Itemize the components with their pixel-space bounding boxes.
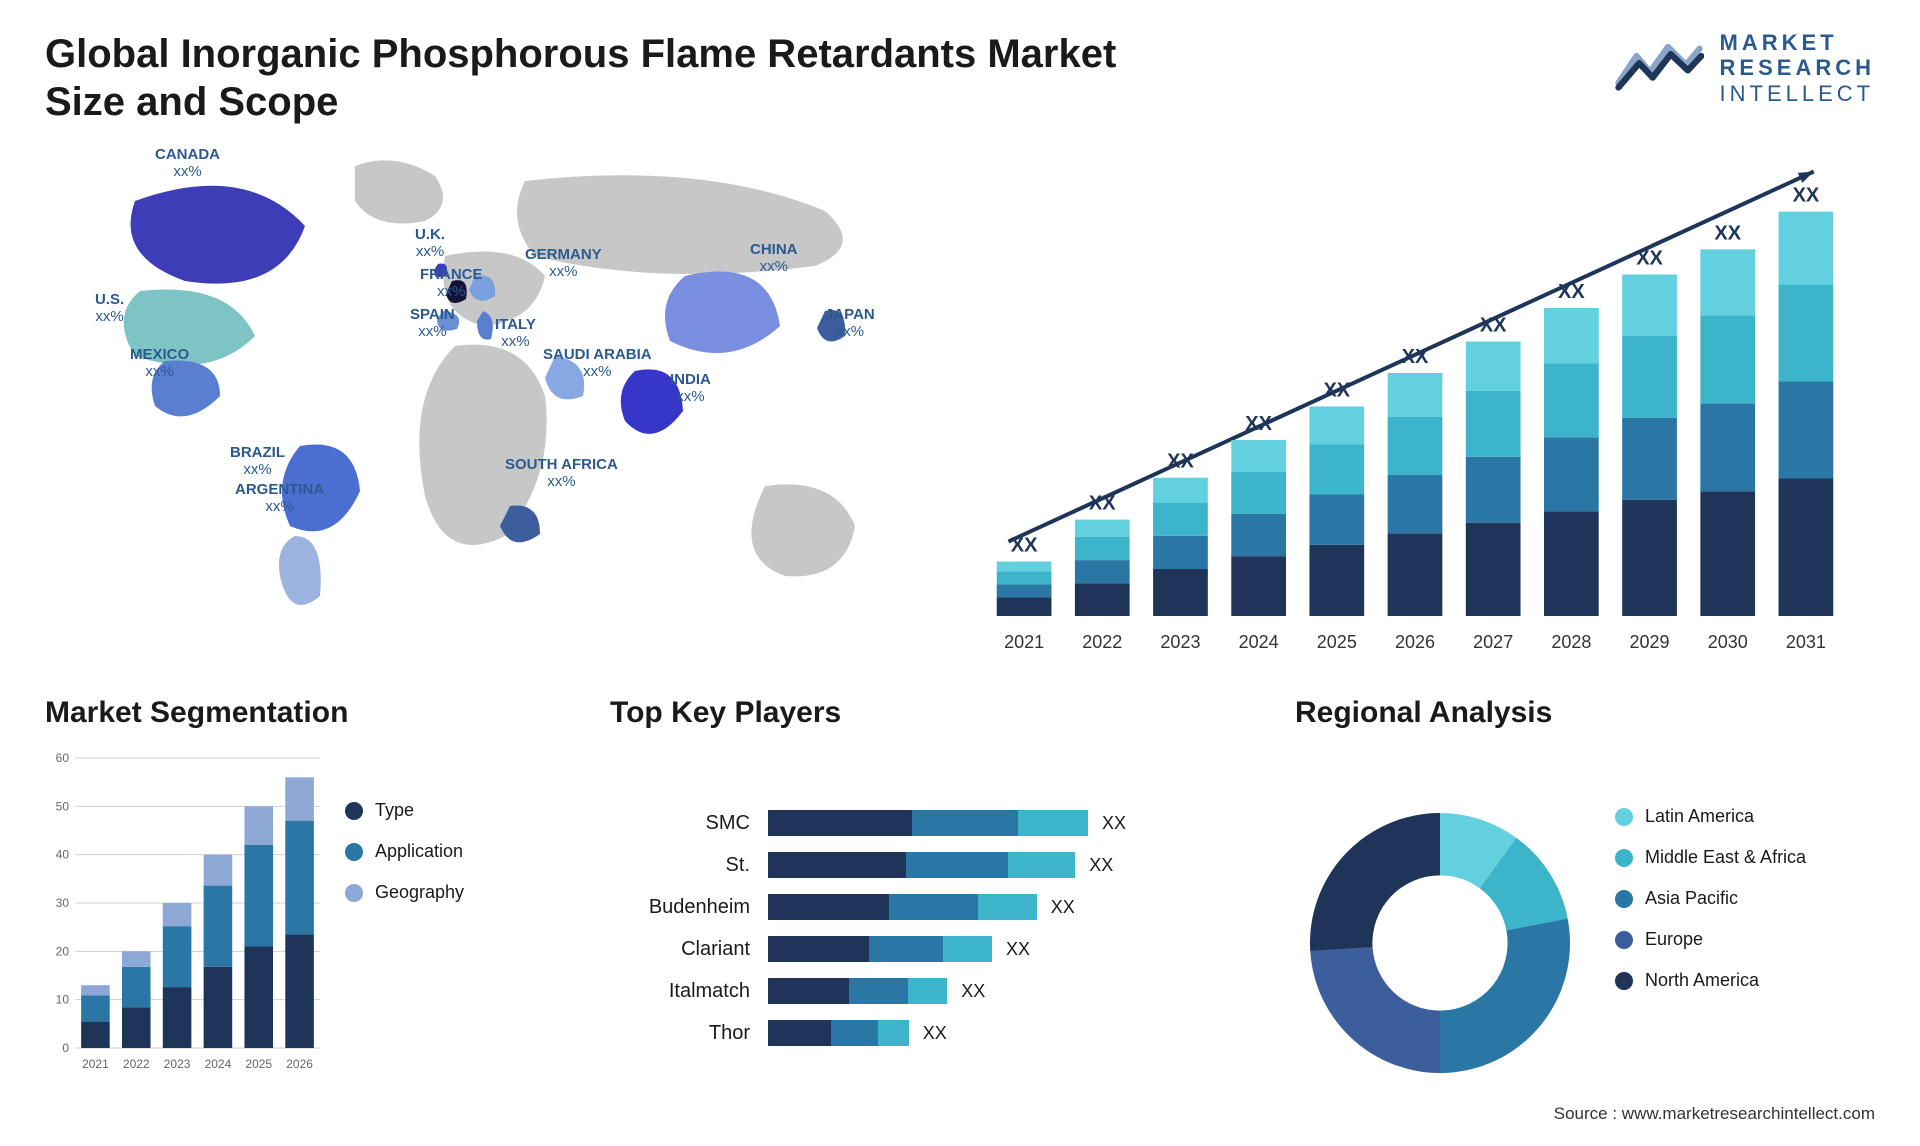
legend-item: Latin America <box>1615 806 1806 827</box>
map-label: SOUTH AFRICAxx% <box>505 456 618 491</box>
segmentation-panel: Market Segmentation 0 10 20 30 40 50 60 2021 202… <box>45 696 565 1088</box>
svg-text:XX: XX <box>1089 493 1116 515</box>
svg-text:2028: 2028 <box>1551 632 1591 652</box>
svg-text:XX: XX <box>1636 247 1663 269</box>
player-row: XX <box>768 1012 1250 1054</box>
map-label: FRANCExx% <box>420 266 483 301</box>
svg-text:XX: XX <box>1558 281 1585 303</box>
players-title: Top Key Players <box>610 696 1250 730</box>
map-label: INDIAxx% <box>670 371 711 406</box>
player-value: XX <box>1051 897 1075 918</box>
brand-logo: MARKET RESEARCH INTELLECT <box>1614 30 1875 106</box>
legend-item: Europe <box>1615 929 1806 950</box>
legend-item: Asia Pacific <box>1615 888 1806 909</box>
svg-text:2024: 2024 <box>205 1057 232 1071</box>
player-row: XX <box>768 802 1250 844</box>
map-label: BRAZILxx% <box>230 444 285 479</box>
player-row: XX <box>768 928 1250 970</box>
players-labels: SMCSt.BudenheimClariantItalmatchThor <box>610 748 750 1054</box>
player-row: XX <box>768 844 1250 886</box>
map-label: MEXICOxx% <box>130 346 189 381</box>
svg-text:10: 10 <box>56 993 70 1007</box>
svg-text:2022: 2022 <box>1082 632 1122 652</box>
regional-panel: Regional Analysis Latin America Middle Ea… <box>1295 696 1875 1088</box>
svg-text:2025: 2025 <box>1317 632 1357 652</box>
map-label: ARGENTINAxx% <box>235 481 324 516</box>
svg-text:2021: 2021 <box>82 1057 109 1071</box>
map-label: SPAINxx% <box>410 306 455 341</box>
players-bars: XX XX XX XX XX XX <box>768 748 1250 1054</box>
player-name: Budenheim <box>610 886 750 928</box>
svg-text:0: 0 <box>62 1041 69 1055</box>
map-label: CANADAxx% <box>155 146 220 181</box>
svg-text:2021: 2021 <box>1004 632 1044 652</box>
svg-text:XX: XX <box>1245 413 1272 435</box>
svg-text:20: 20 <box>56 944 70 958</box>
svg-text:2025: 2025 <box>245 1057 272 1071</box>
map-label: U.K.xx% <box>415 226 445 261</box>
svg-text:2026: 2026 <box>1395 632 1435 652</box>
svg-text:XX: XX <box>1167 451 1194 473</box>
legend-item: Geography <box>345 882 464 903</box>
player-name: Italmatch <box>610 970 750 1012</box>
legend-item: Middle East & Africa <box>1615 847 1806 868</box>
world-map-panel: CANADAxx% U.S.xx%MEXICOxx% BRAZILxx%ARGENT… <box>45 146 915 666</box>
svg-text:2024: 2024 <box>1239 632 1279 652</box>
svg-text:2031: 2031 <box>1786 632 1826 652</box>
svg-text:2026: 2026 <box>286 1057 313 1071</box>
svg-text:2029: 2029 <box>1630 632 1670 652</box>
page-title: Global Inorganic Phosphorous Flame Retar… <box>45 30 1145 126</box>
svg-text:XX: XX <box>1011 535 1038 557</box>
svg-text:60: 60 <box>56 751 70 765</box>
legend-item: North America <box>1615 970 1806 991</box>
map-label: GERMANYxx% <box>525 246 602 281</box>
map-label: CHINAxx% <box>750 241 798 276</box>
player-name: Thor <box>610 1012 750 1054</box>
logo-text: MARKET RESEARCH INTELLECT <box>1720 30 1875 106</box>
map-label: ITALYxx% <box>495 316 536 351</box>
svg-text:50: 50 <box>56 799 70 813</box>
legend-item: Type <box>345 800 464 821</box>
svg-text:2023: 2023 <box>1160 632 1200 652</box>
regional-donut <box>1295 798 1585 1088</box>
player-name: Clariant <box>610 928 750 970</box>
segmentation-title: Market Segmentation <box>45 696 565 730</box>
player-value: XX <box>961 981 985 1002</box>
map-canada <box>131 186 305 284</box>
svg-text:XX: XX <box>1402 346 1429 368</box>
players-panel: Top Key Players SMCSt.BudenheimClariantI… <box>610 696 1250 1088</box>
forecast-chart: XX 2021 XX 2022 XX 2023 XX 2024 XX 2025 XX 2026 XX 20… <box>955 146 1875 666</box>
player-name: SMC <box>610 802 750 844</box>
regional-title: Regional Analysis <box>1295 696 1875 730</box>
player-value: XX <box>1006 939 1030 960</box>
map-china <box>665 272 780 353</box>
svg-text:2023: 2023 <box>164 1057 191 1071</box>
svg-text:XX: XX <box>1793 185 1820 207</box>
svg-text:30: 30 <box>56 896 70 910</box>
player-row: XX <box>768 970 1250 1012</box>
svg-text:2030: 2030 <box>1708 632 1748 652</box>
svg-text:40: 40 <box>56 848 70 862</box>
svg-text:XX: XX <box>1714 222 1741 244</box>
player-value: XX <box>1089 855 1113 876</box>
map-label: SAUDI ARABIAxx% <box>543 346 652 381</box>
player-name: St. <box>610 844 750 886</box>
map-argentina <box>279 536 321 605</box>
world-map-icon <box>45 146 915 666</box>
svg-text:2027: 2027 <box>1473 632 1513 652</box>
svg-text:XX: XX <box>1480 315 1507 337</box>
player-value: XX <box>1102 813 1126 834</box>
player-value: XX <box>923 1023 947 1044</box>
map-label: JAPANxx% <box>825 306 875 341</box>
logo-mark-icon <box>1614 35 1704 100</box>
source-line: Source : www.marketresearchintellect.com <box>1554 1104 1875 1124</box>
map-label: U.S.xx% <box>95 291 124 326</box>
svg-text:2022: 2022 <box>123 1057 150 1071</box>
player-row: XX <box>768 886 1250 928</box>
legend-item: Application <box>345 841 464 862</box>
segmentation-chart: 0 10 20 30 40 50 60 2021 2022 2023 2024 2025 2026 <box>45 748 325 1078</box>
svg-text:XX: XX <box>1323 379 1350 401</box>
